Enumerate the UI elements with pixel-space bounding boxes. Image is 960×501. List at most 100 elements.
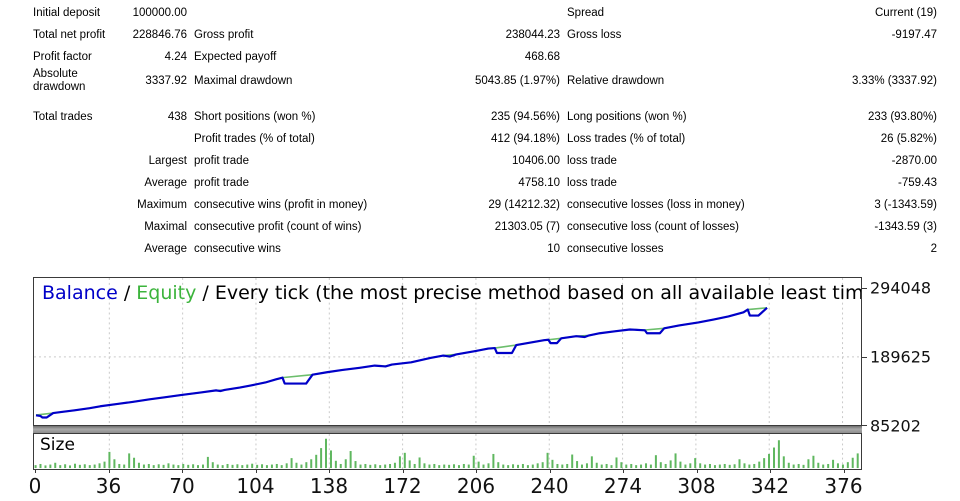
backtest-results-table: Initial deposit 100000.00 Spread Current (1…: [33, 2, 937, 260]
size-bar: [836, 463, 839, 469]
stat-label: Maximal drawdown: [194, 74, 293, 87]
stat-value: 29 (14212.32): [488, 198, 560, 211]
chart-title-part: Balance: [42, 282, 118, 304]
stat-value: Maximum: [137, 198, 187, 211]
stat-label: Loss trades (% of total): [567, 132, 686, 145]
size-bar: [684, 464, 687, 469]
table-row: Maximal consecutive profit (count of wins…: [33, 216, 937, 238]
x-axis-label: 376: [824, 474, 863, 498]
stat-label: consecutive profit (count of wins): [194, 220, 362, 233]
size-bar: [231, 464, 234, 469]
size-bar: [147, 463, 150, 469]
size-bar: [192, 464, 195, 469]
y-axis-label: 85202: [870, 416, 921, 436]
chart-title-part: / Every tick (the most precise method ba…: [196, 282, 861, 304]
stat-value: 10406.00: [512, 154, 560, 167]
size-bar: [502, 464, 505, 469]
size-bar: [773, 447, 776, 469]
stat-label: Total trades: [33, 110, 93, 123]
table-row: Average consecutive wins 10 consecutive los…: [33, 238, 937, 260]
size-bar: [369, 464, 372, 469]
size-bar: [246, 464, 249, 469]
size-bar: [103, 461, 106, 469]
size-bar: [733, 464, 736, 469]
size-bar: [137, 462, 140, 469]
y-axis-label: 294048: [870, 278, 932, 298]
size-bar: [748, 464, 751, 469]
y-axis-label: 189625: [870, 347, 932, 367]
stat-label: Gross loss: [567, 28, 622, 41]
size-bar: [718, 464, 721, 469]
size-bar: [679, 461, 682, 469]
stat-value: Average: [144, 176, 187, 189]
stat-value: 238044.23: [505, 28, 560, 41]
size-bar: [128, 453, 131, 469]
size-bar: [856, 453, 859, 469]
size-bar: [758, 461, 761, 469]
size-bar: [689, 463, 692, 469]
size-bar: [526, 465, 529, 469]
x-axis-tick: [770, 470, 771, 473]
size-bar: [561, 464, 564, 469]
size-bar: [777, 440, 780, 469]
size-bar: [512, 464, 515, 469]
stat-value: 10: [547, 242, 560, 255]
size-bar: [251, 463, 254, 469]
size-bar: [108, 451, 111, 469]
stat-value: 235 (94.56%): [490, 110, 560, 123]
x-axis-label: 172: [383, 474, 422, 498]
size-bar: [708, 463, 711, 469]
stat-label: loss trade: [567, 154, 617, 167]
stat-value: 412 (94.18%): [490, 132, 560, 145]
size-bar: [669, 460, 672, 469]
size-bar: [851, 457, 854, 468]
stat-value: 228846.76: [132, 28, 187, 41]
size-bar: [645, 463, 648, 469]
size-bar: [142, 464, 145, 469]
size-bar: [659, 462, 662, 469]
size-bar: [74, 463, 76, 469]
size-bar: [113, 459, 116, 469]
stat-value: 4.24: [164, 50, 187, 63]
size-bar: [379, 465, 382, 469]
size-bar: [482, 464, 485, 469]
balance-equity-plot: Balance / Equity / Every tick (the most …: [33, 277, 862, 426]
x-axis-tick: [108, 470, 110, 473]
size-bar: [713, 465, 716, 469]
size-bar: [738, 459, 741, 469]
chart-title-part: /: [117, 282, 137, 304]
size-bar: [152, 465, 155, 469]
size-bar: [69, 465, 72, 469]
table-row: Total trades 438 Short positions (won %) 23…: [33, 106, 937, 128]
size-bar: [467, 464, 470, 469]
size-bar: [275, 463, 278, 469]
stat-value: Current (19): [875, 6, 937, 19]
stat-value: 21303.05 (7): [494, 220, 560, 233]
stat-label: Expected payoff: [194, 50, 277, 63]
x-axis-tick: [843, 470, 845, 473]
stat-label: Profit factor: [33, 50, 92, 63]
size-bar: [723, 463, 726, 469]
size-bar: [285, 463, 288, 469]
y-axis-tick: [862, 288, 867, 289]
size-bar: [595, 462, 598, 469]
size-bar: [694, 458, 697, 469]
size-bar: [610, 465, 613, 469]
x-axis-tick: [182, 470, 183, 473]
size-bar: [640, 464, 643, 469]
size-bar: [167, 463, 170, 469]
size-bar: [88, 465, 91, 469]
size-bar: [649, 464, 652, 469]
size-bar: [448, 464, 451, 469]
stat-value: 26 (5.82%): [880, 132, 937, 145]
size-bar: [472, 455, 475, 469]
size-bar: [398, 456, 401, 469]
stat-label: Spread: [567, 6, 605, 19]
stat-value: 468.68: [524, 50, 560, 63]
table-row: Maximum consecutive wins (profit in money…: [33, 194, 937, 216]
stat-label: consecutive losses (loss in money): [567, 198, 745, 211]
size-bar: [133, 457, 136, 468]
x-axis-tick: [329, 470, 330, 473]
size-bar: [59, 465, 62, 469]
size-label: Size: [40, 435, 75, 455]
